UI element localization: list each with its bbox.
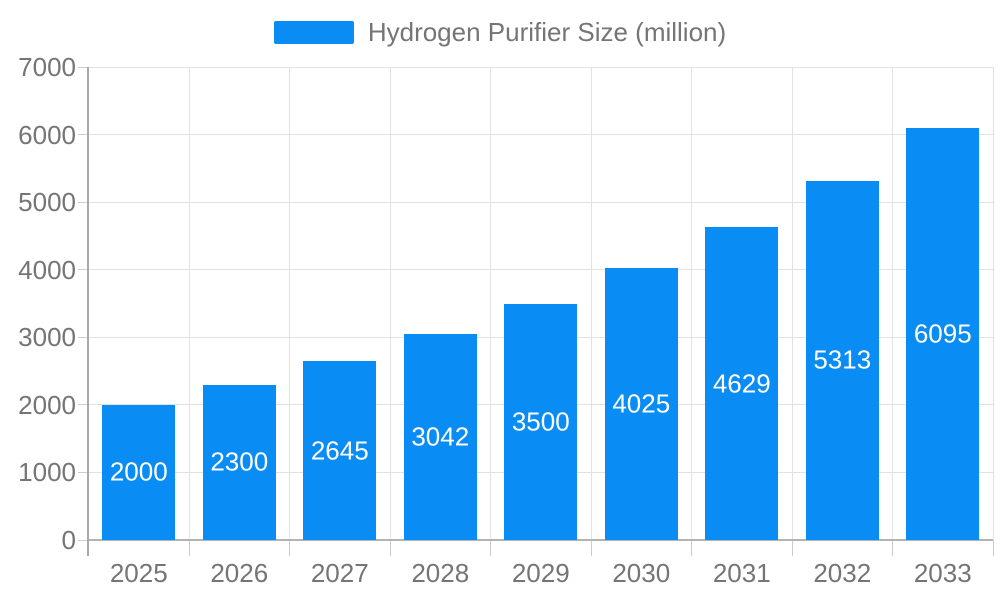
legend[interactable]: Hydrogen Purifier Size (million): [0, 17, 1000, 48]
x-axis-label: 2033: [913, 558, 972, 588]
bar-value-label: 5313: [813, 344, 872, 375]
x-axis-label: 2027: [310, 558, 369, 588]
gridline-vertical: [490, 67, 491, 540]
x-axis-tick: [691, 540, 692, 556]
x-axis-tick: [188, 540, 190, 556]
gridline-horizontal: [88, 134, 993, 136]
gridline-vertical: [791, 67, 793, 540]
gridline-vertical: [992, 67, 994, 540]
y-axis-tick: [78, 201, 88, 203]
x-axis-tick: [791, 540, 793, 556]
gridline-vertical: [289, 67, 290, 540]
bar-value-label: 2300: [210, 446, 269, 477]
bar[interactable]: 3042: [403, 334, 477, 540]
x-axis-label: 2028: [411, 558, 470, 588]
x-axis-tick: [892, 540, 893, 556]
bar[interactable]: 4025: [604, 268, 678, 540]
x-axis-line: [88, 539, 993, 541]
bar[interactable]: 2000: [102, 404, 176, 540]
y-axis-label: 6000: [18, 119, 76, 150]
bar-value-label: 3042: [411, 421, 470, 452]
bar-value-label: 3500: [511, 406, 570, 437]
y-axis-label: 0: [61, 525, 76, 555]
gridline-vertical: [892, 67, 893, 540]
x-axis-tick: [992, 540, 994, 556]
y-axis-label: 7000: [18, 52, 76, 82]
x-axis-label: 2030: [612, 558, 671, 588]
bar[interactable]: 5313: [805, 180, 879, 540]
y-axis-tick: [78, 134, 88, 136]
x-axis-tick: [289, 540, 290, 556]
x-axis-label: 2025: [109, 558, 168, 588]
y-axis-label: 2000: [18, 389, 76, 420]
gridline-vertical: [590, 67, 592, 540]
y-axis-label: 5000: [18, 187, 76, 218]
bar[interactable]: 2645: [303, 361, 377, 540]
bar-value-label: 2000: [109, 456, 168, 487]
y-axis-line: [87, 67, 89, 556]
y-axis-tick: [78, 539, 88, 541]
bar-value-label: 4025: [612, 388, 671, 419]
y-axis-tick: [78, 336, 88, 338]
y-axis-tick: [78, 404, 88, 406]
bar[interactable]: 2300: [202, 384, 276, 540]
y-axis-label: 1000: [18, 457, 76, 488]
bar-value-label: 4629: [712, 368, 771, 399]
bar-value-label: 6095: [913, 318, 972, 349]
x-axis-label: 2032: [813, 558, 872, 588]
bar[interactable]: 3500: [504, 303, 578, 540]
x-axis-label: 2029: [511, 558, 570, 588]
y-axis-label: 3000: [18, 322, 76, 353]
bar[interactable]: 6095: [906, 128, 980, 540]
gridline-vertical: [691, 67, 692, 540]
gridline-vertical: [188, 67, 190, 540]
bar[interactable]: 4629: [705, 227, 779, 540]
y-axis-tick: [78, 471, 88, 473]
gridline-horizontal: [88, 66, 993, 68]
x-axis-tick: [490, 540, 491, 556]
gridline-vertical: [389, 67, 391, 540]
x-axis-tick: [590, 540, 592, 556]
x-axis-label: 2026: [210, 558, 269, 588]
gridline-horizontal: [88, 201, 993, 203]
y-axis-label: 4000: [18, 254, 76, 285]
y-axis-tick: [78, 66, 88, 68]
x-axis-label: 2031: [712, 558, 771, 588]
legend-label: Hydrogen Purifier Size (million): [367, 17, 727, 47]
gridline-horizontal: [88, 269, 993, 271]
x-axis-tick: [389, 540, 391, 556]
y-axis-tick: [78, 269, 88, 271]
legend-swatch: [273, 21, 354, 44]
bar-value-label: 2645: [310, 435, 369, 466]
